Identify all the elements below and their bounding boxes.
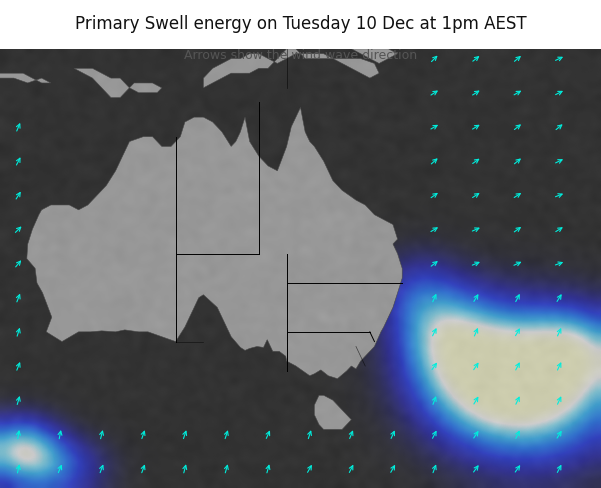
Polygon shape [203, 49, 379, 88]
Text: Primary Swell energy on Tuesday 10 Dec at 1pm AEST: Primary Swell energy on Tuesday 10 Dec a… [75, 15, 526, 33]
Polygon shape [0, 10, 74, 49]
Text: Arrows show the wind wave direction: Arrows show the wind wave direction [184, 49, 417, 62]
Polygon shape [361, 29, 398, 44]
Polygon shape [27, 107, 402, 379]
Polygon shape [129, 83, 162, 93]
Polygon shape [0, 63, 51, 83]
Polygon shape [148, 10, 175, 34]
Polygon shape [314, 395, 352, 429]
Polygon shape [352, 49, 398, 63]
Polygon shape [74, 68, 129, 98]
Polygon shape [93, 15, 129, 49]
